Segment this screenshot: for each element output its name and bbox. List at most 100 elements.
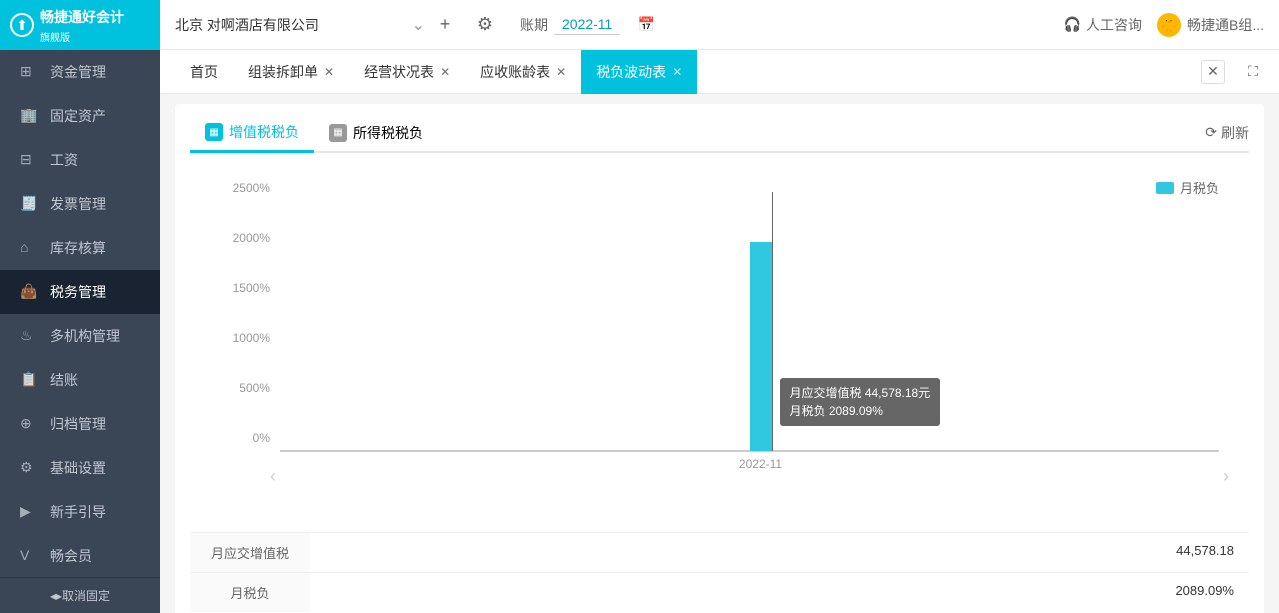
row-label: 月应交增值税 [190,533,310,572]
company-name: 北京 对啊酒店有限公司 [175,15,319,35]
period-value[interactable]: 2022-11 [554,14,620,35]
refresh-label: 刷新 [1221,123,1249,143]
data-table: 月应交增值税44,578.18月税负2089.09% [190,532,1249,612]
tab-label: 税负波动表 [596,62,666,82]
tab-label: 经营状况表 [364,62,434,82]
org-icon: ♨ [20,327,38,345]
sidebar-item-label: 基础设置 [50,458,106,478]
table-row: 月税负2089.09% [190,572,1249,612]
chevron-down-icon: ⌄ [412,15,425,35]
building-icon: 🏢 [20,107,38,125]
sidebar: ⬆ 畅捷通好会计 旗舰版 ⊞资金管理🏢固定资产 ⊟ 工资 🧾 发票管理 ⌂ 库存核算 👜税务管… [0,0,160,613]
fullscreen-button[interactable]: ⛶ [1241,60,1265,84]
row-label: 月税负 [190,573,310,612]
sidebar-item-tax[interactable]: 👜税务管理 [0,270,160,314]
chart-prev-button[interactable]: ‹ [270,466,276,487]
logo[interactable]: ⬆ 畅捷通好会计 旗舰版 [0,0,160,50]
sidebar-item-org[interactable]: ♨ 多机构管理 [0,314,160,358]
sidebar-item-label: 多机构管理 [50,326,120,346]
subtab-1[interactable]: ▦所得税税负 [314,115,438,151]
sidebar-item-label: 结账 [50,370,78,390]
sidebar-item-inventory[interactable]: ⌂ 库存核算 [0,226,160,270]
tab-close-icon[interactable]: ✕ [556,65,566,79]
tooltip-line1: 月应交增值税 44,578.18元 [790,384,931,402]
main-area: 北京 对啊酒店有限公司 ⌄ + ⚙ 账期 2022-11 📅 🎧 人工咨询 🐥 … [160,0,1279,613]
y-tick: 500% [239,381,270,395]
calendar-icon[interactable]: 📅 [630,9,662,41]
bar[interactable] [750,242,772,451]
subtab-0[interactable]: ▦ 增值税税负 [190,114,314,153]
indicator-line [772,192,773,451]
sidebar-item-label: 资金管理 [50,62,106,82]
subtab-label: 增值税税负 [229,122,299,142]
legend-swatch [1156,182,1174,194]
sidebar-item-salary[interactable]: ⊟ 工资 [0,138,160,182]
add-button[interactable]: + [429,9,461,41]
sidebar-item-label: 工资 [50,150,78,170]
sidebar-item-archive[interactable]: ⊕ 归档管理 [0,402,160,446]
sidebar-item-label: 库存核算 [50,238,106,258]
panel: ▦ 增值税税负 ▦所得税税负 ⟳ 刷新 月税负 0% 500% 1000% 1500% 20… [175,104,1264,613]
topbar: 北京 对啊酒店有限公司 ⌄ + ⚙ 账期 2022-11 📅 🎧 人工咨询 🐥 … [160,0,1279,50]
tooltip: 月应交增值税 44,578.18元月税负 2089.09% [780,378,941,426]
sidebar-item-label: 发票管理 [50,194,106,214]
y-tick: 1500% [233,281,270,295]
legend-label: 月税负 [1180,178,1219,197]
tab-close-icon[interactable]: ✕ [324,65,334,79]
vip-icon: V [20,547,38,565]
user-menu[interactable]: 🐥 畅捷通B组... [1157,13,1264,37]
collapse-icon: ◂▸ [50,589,62,603]
tooltip-line2: 月税负 2089.09% [790,402,931,420]
support-label: 人工咨询 [1086,15,1142,35]
tab-1[interactable]: 组装拆卸单✕ [233,50,349,94]
subtab-icon: ▦ [329,124,347,142]
support-link[interactable]: 🎧 人工咨询 [1064,15,1142,35]
table-row: 月应交增值税44,578.18 [190,532,1249,572]
archive-icon: ⊕ [20,415,38,433]
settings-icon: ⚙ [20,459,38,477]
y-tick: 1000% [233,331,270,345]
salary-icon: ⊟ [20,151,38,169]
tab-0[interactable]: 首页 [175,50,233,94]
user-name: 畅捷通B组... [1187,15,1264,35]
y-tick: 2500% [233,181,270,195]
subtab-icon: ▦ [205,123,223,141]
company-selector[interactable]: 北京 对啊酒店有限公司 ⌄ [175,15,425,35]
content-area: ▦ 增值税税负 ▦所得税税负 ⟳ 刷新 月税负 0% 500% 1000% 1500% 20… [160,94,1279,613]
tab-close-icon[interactable]: ✕ [672,65,682,79]
sidebar-item-label: 畅会员 [50,546,92,566]
tab-close-icon[interactable]: ✕ [440,65,450,79]
tab-3[interactable]: 应收账龄表✕ [465,50,581,94]
chart: 0%500%1000%1500%2000%2500% 月应交增值税 44,578… [220,202,1219,482]
sidebar-item-vip[interactable]: V 畅会员 [0,534,160,577]
tabbar: 首页组装拆卸单✕经营状况表✕应收账龄表✕税负波动表✕ ✕ ⛶ [160,50,1279,94]
sidebar-item-wallet[interactable]: ⊞资金管理 [0,50,160,94]
invoice-icon: 🧾 [20,195,38,213]
row-value: 2089.09% [310,573,1249,612]
sidebar-item-settings[interactable]: ⚙ 基础设置 [0,446,160,490]
collapse-button[interactable]: ◂▸ 取消固定 [0,577,160,613]
chart-container: 月税负 0% 500% 1000% 1500% 2000% 2500% 月应交增值税 44… [190,168,1249,502]
guide-icon: ▶ [20,503,38,521]
y-tick: 2000% [233,231,270,245]
legend-item[interactable]: 月税负 [1156,178,1219,197]
tab-4[interactable]: 税负波动表 ✕ [581,50,697,94]
row-value: 44,578.18 [310,533,1249,572]
gear-icon[interactable]: ⚙ [469,9,501,41]
sidebar-item-guide[interactable]: ▶新手引导 [0,490,160,534]
avatar: 🐥 [1157,13,1181,37]
sidebar-item-close-books[interactable]: 📋结账 [0,358,160,402]
refresh-button[interactable]: ⟳ 刷新 [1205,123,1249,143]
close-all-tabs-button[interactable]: ✕ [1201,60,1225,84]
sidebar-item-invoice[interactable]: 🧾 发票管理 [0,182,160,226]
y-tick: 0% [253,431,270,445]
tax-icon: 👜 [20,283,38,301]
inventory-icon: ⌂ [20,239,38,257]
sidebar-item-label: 归档管理 [50,414,106,434]
logo-icon: ⬆ [10,13,34,37]
sidebar-item-building[interactable]: 🏢固定资产 [0,94,160,138]
refresh-icon: ⟳ [1205,124,1217,141]
tab-2[interactable]: 经营状况表 ✕ [349,50,465,94]
chart-next-button[interactable]: › [1223,466,1229,487]
nav-list: ⊞资金管理🏢固定资产 ⊟ 工资 🧾 发票管理 ⌂ 库存核算 👜税务管理 ♨ 多机构管理 📋结账 ⊕ 归档… [0,50,160,577]
